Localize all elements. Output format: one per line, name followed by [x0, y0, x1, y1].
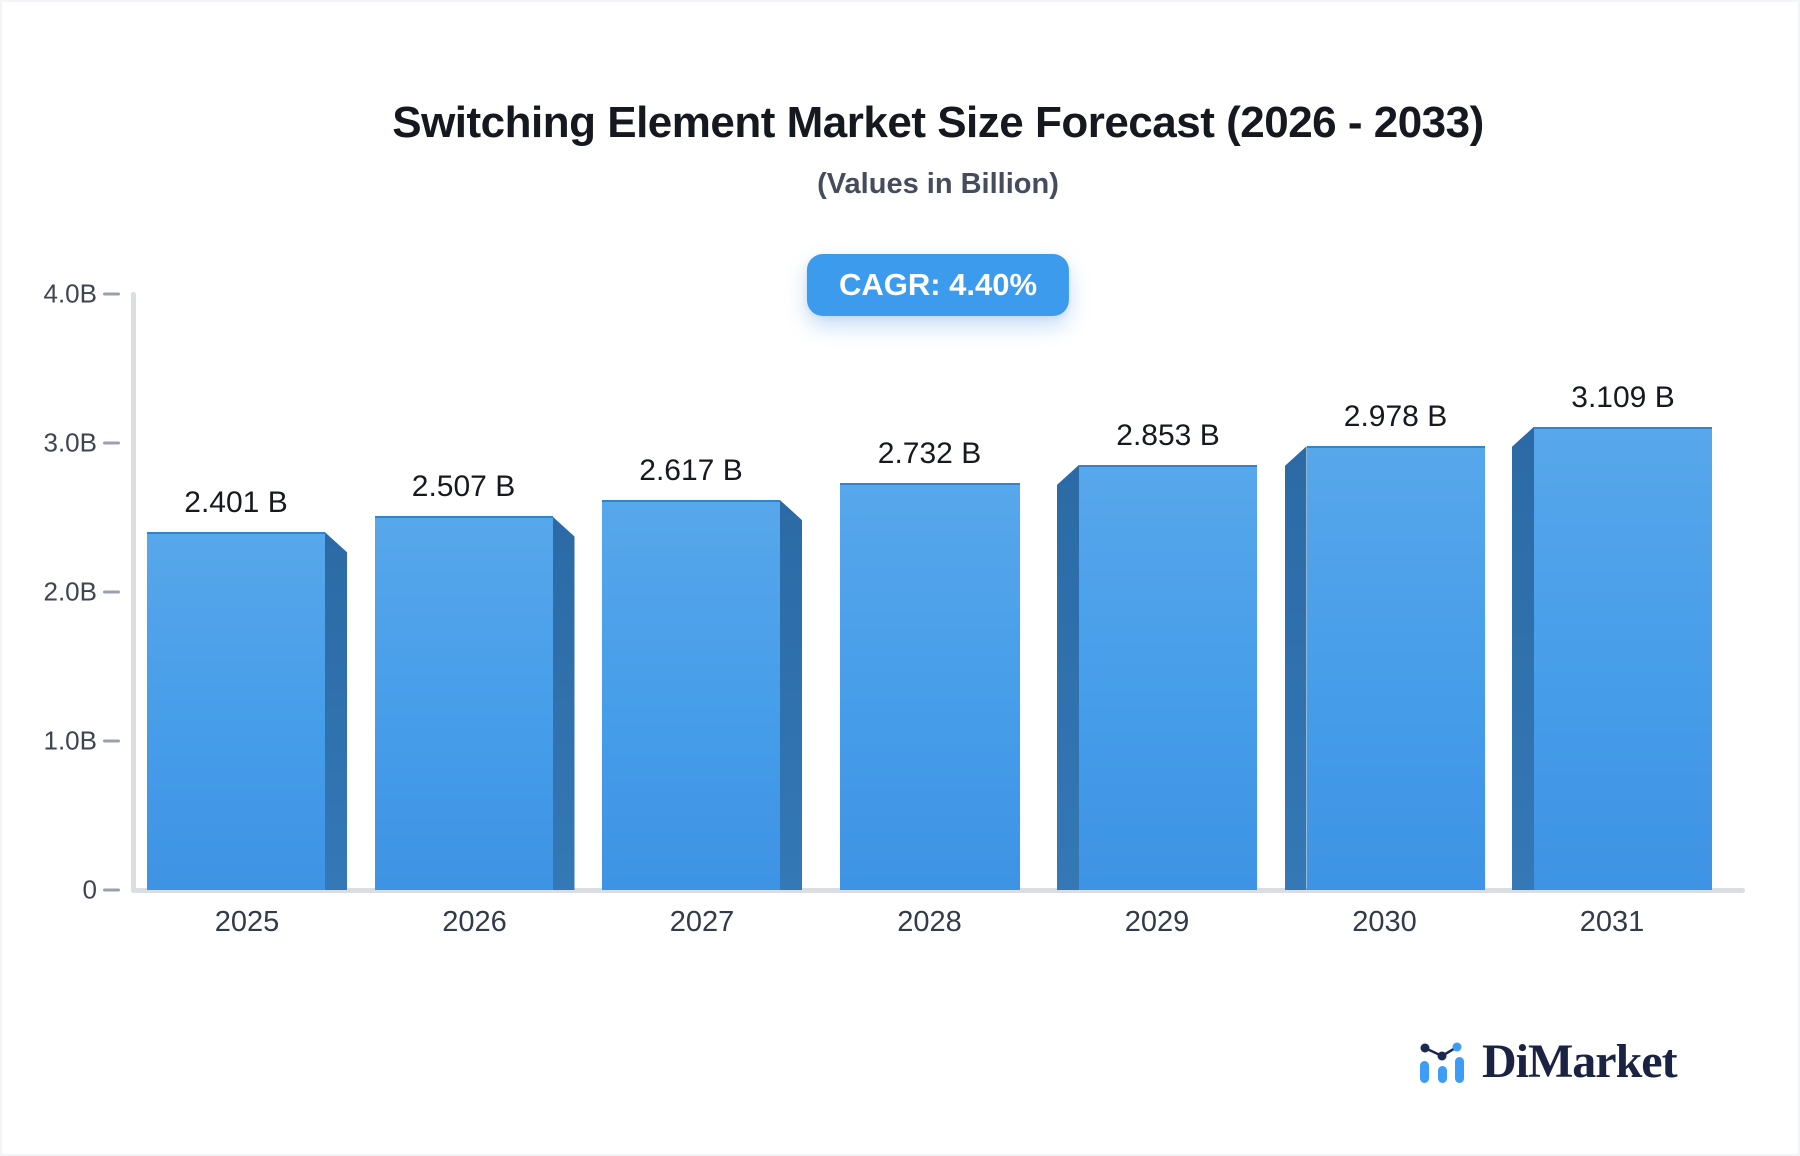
x-axis-label-2028: 2028: [897, 906, 962, 938]
y-axis-tick-label: 0: [82, 874, 97, 905]
bar-side-face: [1512, 426, 1534, 890]
x-axis-line: [131, 888, 1745, 893]
chart-subtitle: (Values in Billion): [817, 168, 1059, 200]
bar-value-label: 2.401 B: [184, 486, 288, 520]
bar-side-face: [552, 516, 575, 890]
x-axis-label-2031: 2031: [1579, 906, 1645, 938]
bar-side-face: [1057, 464, 1079, 890]
x-axis-label-2029: 2029: [1124, 906, 1190, 938]
bar-value-label: 2.617 B: [639, 454, 743, 488]
bar-2030: [1306, 446, 1485, 890]
cagr-badge: CAGR: 4.40%: [806, 254, 1070, 316]
bar-side-face: [780, 500, 802, 890]
y-axis-tick-mark: [103, 441, 120, 445]
bar-value-label: 3.109 B: [1571, 380, 1675, 414]
bar-side-face: [1284, 446, 1307, 890]
y-axis-tick-mark: [103, 292, 120, 296]
y-axis-tick-mark: [103, 739, 120, 743]
bar-2029: [1079, 464, 1257, 890]
bar-2027: [602, 500, 780, 890]
bar-value-label: 2.853 B: [1116, 418, 1220, 452]
bar-2028: [839, 482, 1020, 890]
y-axis-line: [131, 292, 136, 891]
y-axis-tick-mark: [103, 888, 120, 892]
x-axis-label-2026: 2026: [442, 906, 507, 938]
y-axis-tick-mark: [103, 590, 120, 594]
mini-bar-chart-icon: [1420, 1042, 1464, 1083]
bar-2026: [374, 516, 553, 890]
bar-value-label: 2.978 B: [1343, 400, 1448, 434]
bar-2031: [1534, 426, 1712, 890]
y-axis-tick-label: 3.0B: [43, 427, 98, 458]
x-axis-label-2027: 2027: [669, 906, 735, 938]
bar-2025: [147, 532, 325, 890]
dimarket-logo: DiMarket: [1418, 1035, 1678, 1088]
chart-title: Switching Element Market Size Forecast (…: [392, 98, 1484, 147]
bar-value-label: 2.732 B: [877, 436, 982, 470]
bar-side-face: [325, 532, 347, 890]
y-axis-tick-label: 2.0B: [43, 576, 98, 607]
x-axis-label-2025: 2025: [214, 906, 280, 938]
y-axis-tick-label: 4.0B: [43, 278, 98, 309]
dimarket-logo-text: DiMarket: [1482, 1035, 1678, 1088]
x-axis-label-2030: 2030: [1352, 906, 1417, 938]
y-axis-tick-label: 1.0B: [43, 725, 98, 756]
bar-value-label: 2.507 B: [411, 470, 516, 504]
